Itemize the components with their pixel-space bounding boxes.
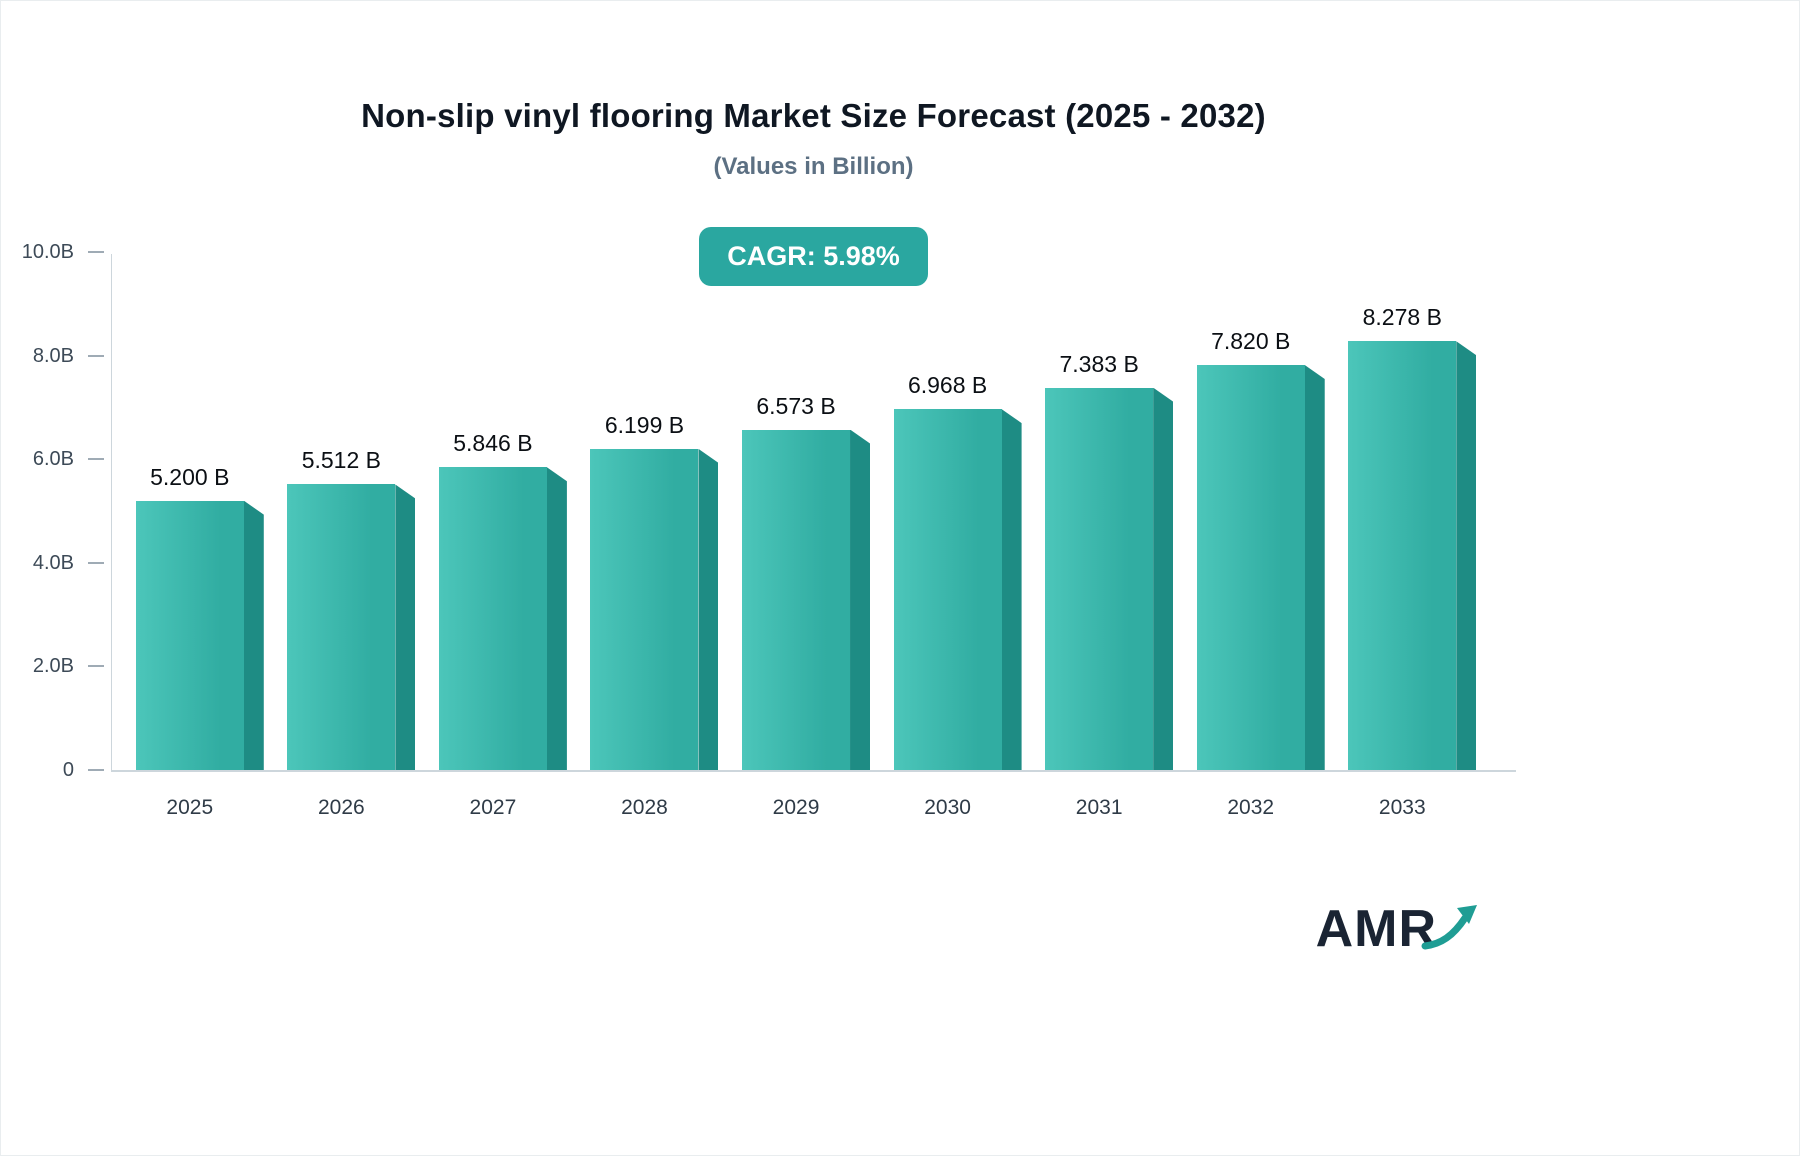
y-tick-label: 0 <box>62 759 74 781</box>
y-axis: 0 2.0B 4.0B 6.0B 8.0B 10.0B <box>22 241 1516 781</box>
x-axis-label: 2030 <box>924 796 971 819</box>
bar-face <box>287 484 396 770</box>
bar-value-label: 7.820 B <box>1211 327 1291 354</box>
y-tick-mark <box>88 561 104 564</box>
bar-value-label: 5.512 B <box>301 447 381 474</box>
bar-side-shadow <box>395 484 416 770</box>
bar-group-2026: 5.512 B <box>276 447 428 770</box>
x-axis: 2025 2026 2027 2028 2029 2030 2031 2032 2033 <box>112 770 1516 820</box>
y-tick-mark <box>88 769 104 771</box>
bar-2030[interactable] <box>893 409 1022 770</box>
y-tick-mark <box>88 665 104 668</box>
y-tick-mark <box>88 458 104 461</box>
y-tick-label: 10.0B <box>21 241 74 263</box>
bar-side-shadow <box>1304 364 1325 770</box>
bar-group-2028: 6.199 B <box>579 412 731 770</box>
x-axis-label: 2027 <box>469 796 517 819</box>
bar-side-shadow <box>546 467 567 770</box>
bar-2032[interactable] <box>1196 364 1325 770</box>
logo-text: AMR <box>1315 900 1437 958</box>
bar-group-2027: 5.846 B <box>427 430 579 770</box>
x-axis-label: 2025 <box>166 796 214 819</box>
bar-value-label: 5.200 B <box>150 463 230 490</box>
bar-face <box>893 409 1002 770</box>
x-axis-label: 2026 <box>317 796 365 819</box>
bar-value-label: 7.383 B <box>1059 350 1139 377</box>
bar-2029[interactable] <box>742 429 871 770</box>
chart-title: Non-slip vinyl flooring Market Size Fore… <box>361 97 1266 134</box>
bar-face <box>742 429 851 770</box>
bar-2033[interactable] <box>1348 341 1477 770</box>
bar-face <box>590 448 699 770</box>
bar-group-2032: 7.820 B <box>1185 328 1337 770</box>
bar-2026[interactable] <box>287 484 416 770</box>
bar-2028[interactable] <box>590 448 719 770</box>
y-tick-label: 6.0B <box>32 448 74 471</box>
bar-2025[interactable] <box>135 500 264 770</box>
bar-value-label: 6.968 B <box>907 372 988 399</box>
bar-side-shadow <box>1153 387 1174 770</box>
chart-area: 0 2.0B 4.0B 6.0B 8.0B 10.0B 5.200 B 5.512 B 5.8… <box>22 241 1516 819</box>
y-tick-label: 4.0B <box>32 551 74 574</box>
x-axis-label: 2032 <box>1227 796 1275 819</box>
brand-logo: AMR <box>1316 899 1483 959</box>
plot-area: 5.200 B 5.512 B 5.846 B 6.199 B 6.573 B 6.968… <box>112 254 1516 770</box>
y-tick-mark <box>88 354 104 357</box>
bar-side-shadow <box>243 500 264 770</box>
bar-side-shadow <box>698 448 719 770</box>
x-axis-label: 2031 <box>1075 796 1123 819</box>
bar-face <box>1045 387 1154 770</box>
bar-value-label: 5.846 B <box>453 430 533 457</box>
bar-face <box>1196 364 1305 770</box>
bar-group-2025: 5.200 B <box>124 464 276 770</box>
bar-group-2031: 7.383 B <box>1033 351 1185 770</box>
x-axis-label: 2028 <box>621 796 668 819</box>
bar-face <box>438 467 547 770</box>
bar-face <box>135 500 244 770</box>
chart-subtitle: (Values in Billion) <box>713 153 914 180</box>
bar-value-label: 6.573 B <box>756 392 836 419</box>
bar-group-2030: 6.968 B <box>882 372 1034 770</box>
bar-value-label: 8.278 B <box>1362 304 1442 331</box>
bar-group-2029: 6.573 B <box>730 393 882 770</box>
bar-group-2033: 8.278 B <box>1337 304 1489 770</box>
chart-header: Non-slip vinyl flooring Market Size Fore… <box>111 1 1516 286</box>
y-tick-mark <box>88 251 104 253</box>
bar-side-shadow <box>850 429 871 770</box>
cagr-badge: CAGR: 5.98% <box>699 227 928 286</box>
bar-face <box>1348 341 1457 770</box>
bar-side-shadow <box>1456 341 1477 770</box>
bar-2027[interactable] <box>438 467 567 770</box>
bar-2031[interactable] <box>1045 387 1174 770</box>
x-axis-label: 2029 <box>772 796 820 819</box>
logo-arrow-icon <box>1421 905 1477 950</box>
y-tick-label: 2.0B <box>32 655 74 678</box>
y-tick-label: 8.0B <box>32 344 74 367</box>
bar-value-label: 6.199 B <box>604 411 685 438</box>
x-axis-label: 2033 <box>1378 796 1426 819</box>
bar-side-shadow <box>1001 409 1022 770</box>
